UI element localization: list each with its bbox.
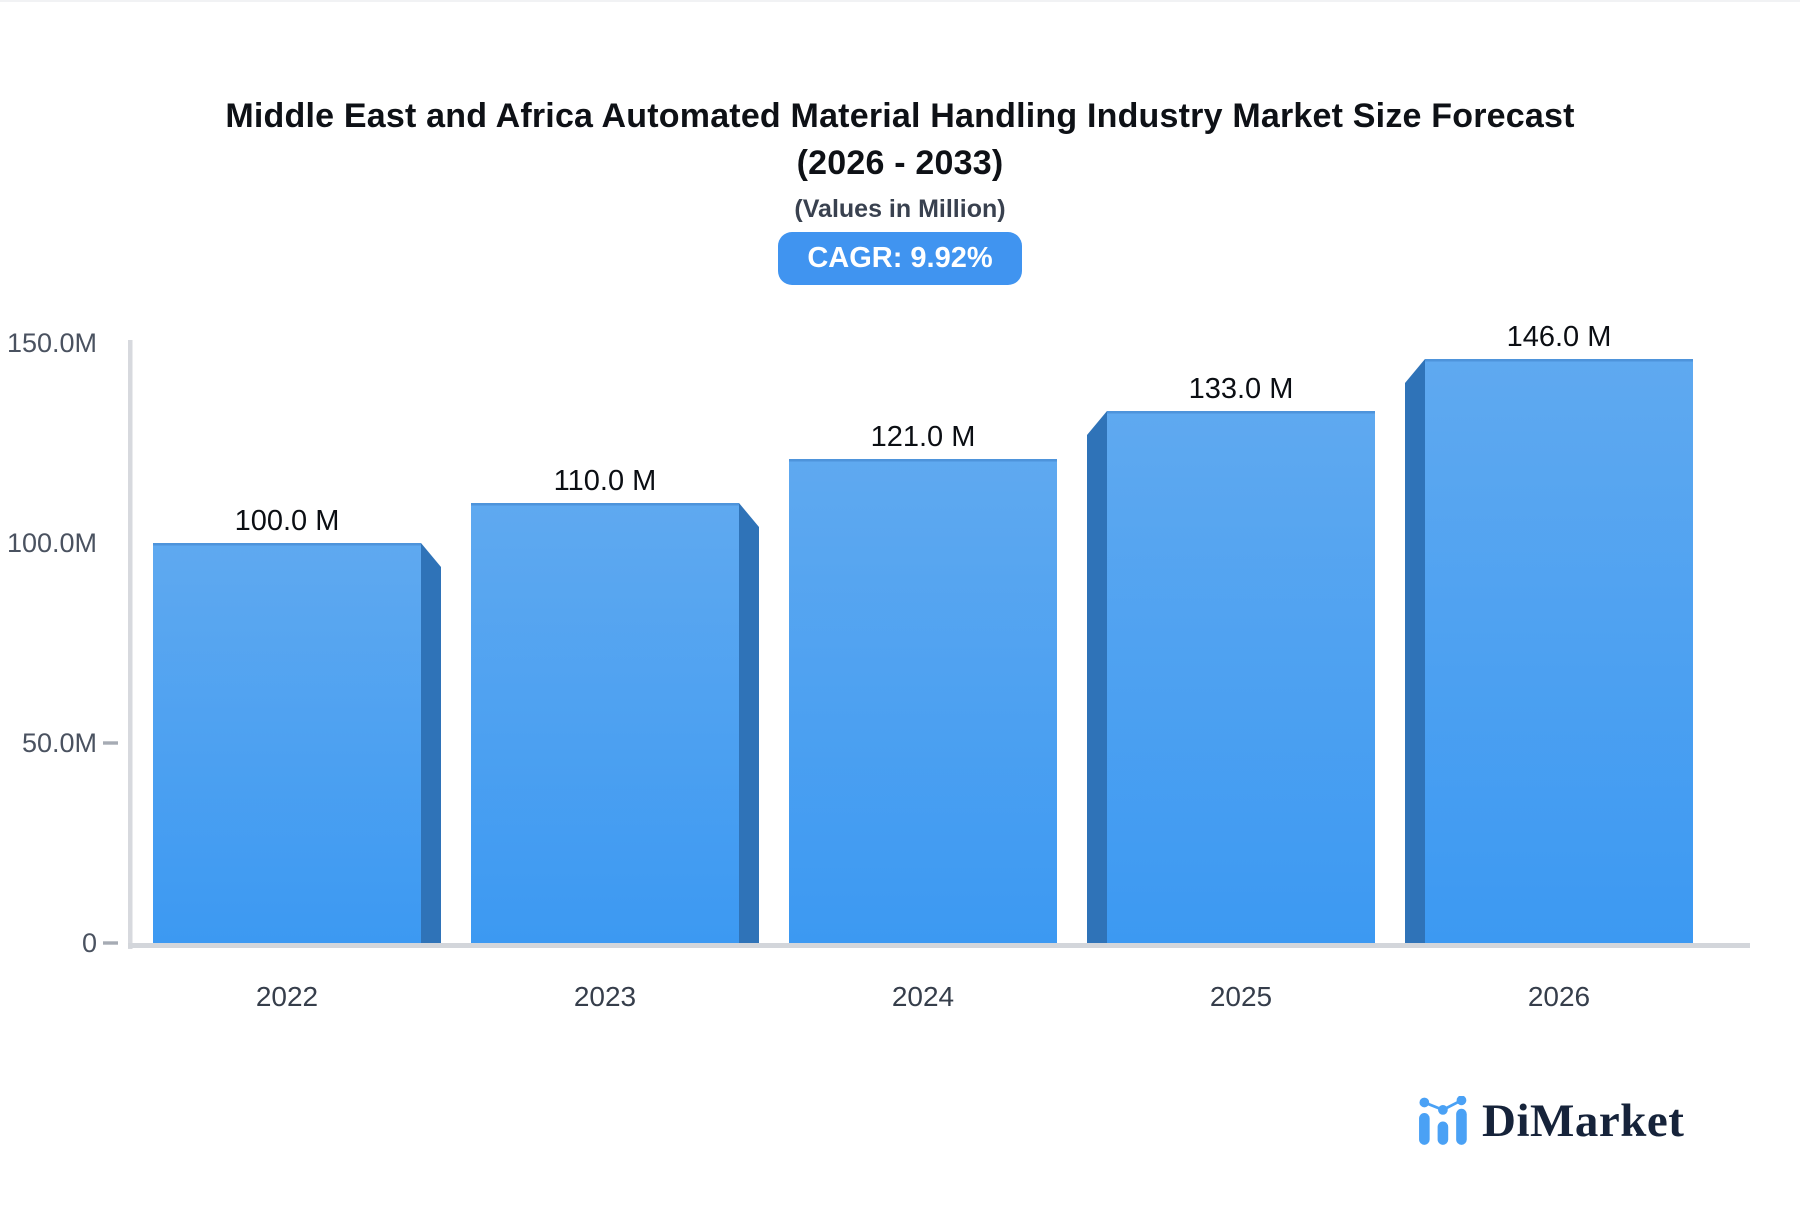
bar-face [789,459,1057,943]
bar-top-edge [1107,411,1375,414]
chart-title-line2: (2026 - 2033) [796,144,1004,182]
y-axis-label: 50.0M [22,728,97,758]
bar-value-label: 100.0 M [235,505,340,537]
bar-face [1425,359,1693,943]
cagr-badge: CAGR: 9.92% [778,232,1022,285]
chart-subtitle: (Values in Million) [794,195,1006,223]
bar-top-edge [789,459,1057,462]
y-tick-mark [103,741,118,745]
x-axis-label: 2026 [1528,981,1590,1012]
dimarket-logo: DiMarket [1418,1092,1684,1150]
bar-top-edge [471,503,739,506]
dimarket-logo-icon [1419,1096,1467,1145]
bar-face [153,543,421,943]
bar-face [471,503,739,943]
dimarket-logo-text: DiMarket [1482,1095,1685,1147]
x-axis-label: 2022 [256,981,318,1012]
bar-value-label: 133.0 M [1189,373,1294,405]
chart-header: Middle East and Africa Automated Materia… [0,92,1800,285]
bar-side [1087,411,1107,943]
x-axis-label: 2024 [892,981,954,1012]
bar-value-label: 110.0 M [554,465,657,497]
bar-side [1405,359,1425,943]
bar-side [421,543,441,943]
bar-top-edge [153,543,421,546]
bar-face [1107,411,1375,943]
y-axis-label: 100.0M [7,528,97,558]
y-axis-label: 150.0M [7,328,97,358]
bar-value-label: 121.0 M [871,421,976,453]
bar-side [739,503,759,943]
x-axis-line [128,943,1750,948]
chart-title-line1: Middle East and Africa Automated Materia… [225,97,1575,135]
y-tick-mark [103,941,118,945]
x-axis-label: 2025 [1210,981,1272,1012]
y-axis-line [128,340,133,949]
y-axis-label: 0 [82,928,97,958]
bar-value-label: 146.0 M [1507,321,1612,353]
x-axis-label: 2023 [574,981,636,1012]
bar-top-edge [1425,359,1693,362]
